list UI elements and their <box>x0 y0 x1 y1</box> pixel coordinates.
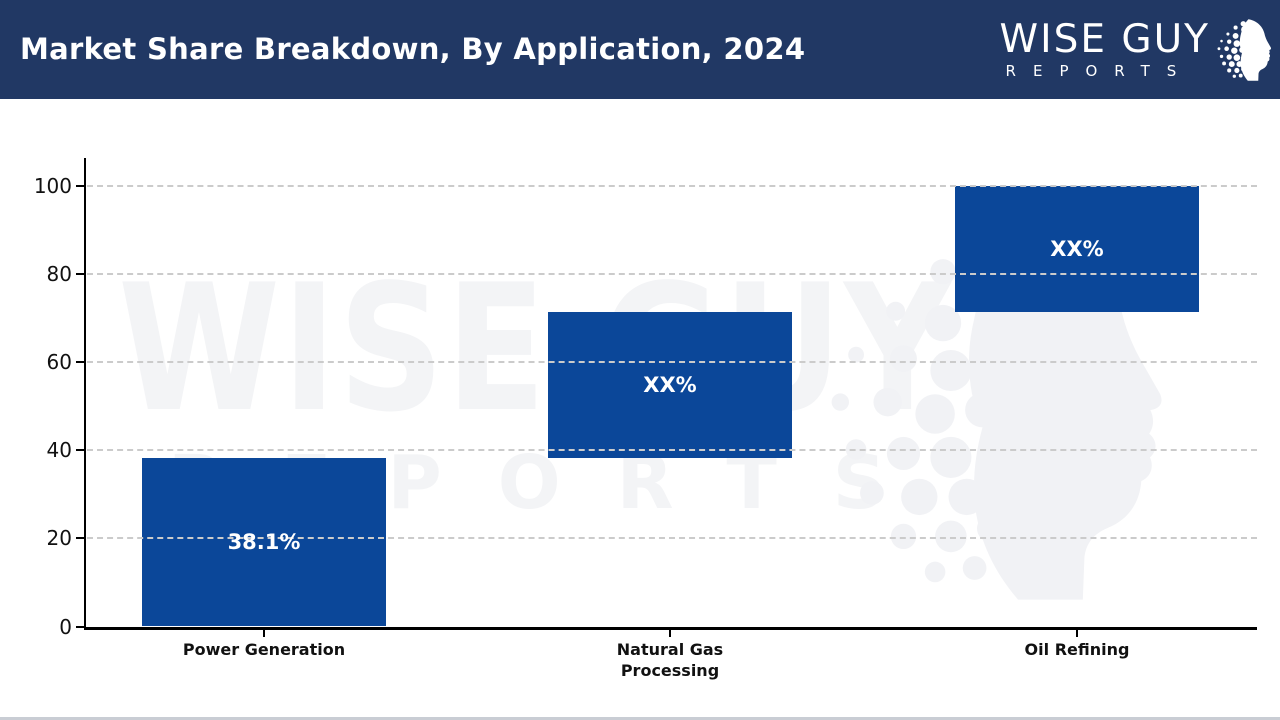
bar-segment <box>548 312 792 459</box>
y-axis-tick-mark <box>76 625 84 628</box>
bar-value-label: XX% <box>1050 236 1104 261</box>
x-category-label-line: Natural Gas <box>616 640 724 659</box>
watermark-wordmark: WISE GUY <box>118 248 953 451</box>
y-axis-tick-mark <box>76 272 84 275</box>
y-axis-tick-mark <box>76 537 84 540</box>
header-bar: Market Share Breakdown, By Application, … <box>0 0 1280 99</box>
logo-wordmark-block: WISE GUY REPORTS <box>999 16 1210 81</box>
x-category-label-line: Power Generation <box>182 640 346 659</box>
x-category-label: Power Generation <box>134 639 394 660</box>
logo-wordmark: WISE GUY <box>999 16 1210 62</box>
y-axis-tick-mark <box>76 360 84 363</box>
y-axis-tick-label: 40 <box>46 438 72 463</box>
y-axis-line <box>84 158 86 630</box>
x-category-label-line: Oil Refining <box>1024 640 1130 659</box>
logo-face-icon <box>1217 19 1272 81</box>
gridline-y60 <box>87 360 1257 363</box>
gridline-y40 <box>87 449 1257 452</box>
bar-segment <box>955 185 1199 313</box>
x-category-label: Natural Gas Processing <box>540 639 800 681</box>
x-category-label: Oil Refining <box>947 639 1207 660</box>
wiseguy-logo: WISE GUY REPORTS <box>1000 4 1274 96</box>
x-category-label-line: Processing <box>620 661 720 680</box>
x-axis-line <box>84 626 1257 630</box>
y-axis-tick-label: 20 <box>46 526 72 551</box>
y-axis-tick-mark <box>76 184 84 187</box>
gridline-y100 <box>87 184 1257 187</box>
y-axis-tick-label: 80 <box>46 261 72 286</box>
x-axis-tick-mark <box>669 629 671 637</box>
y-axis-tick-label: 100 <box>33 173 72 198</box>
y-axis-tick-label: 0 <box>59 614 72 639</box>
chart-title: Market Share Breakdown, By Application, … <box>20 32 806 66</box>
footer-line <box>0 717 1280 720</box>
bar-value-label: 38.1% <box>227 530 301 555</box>
logo-subtext: REPORTS <box>1005 62 1194 81</box>
x-axis-tick-mark <box>1076 629 1078 637</box>
bar-value-label: XX% <box>643 373 697 398</box>
y-axis-tick-label: 60 <box>46 349 72 374</box>
bar-segment <box>142 458 386 627</box>
gridline-y20 <box>87 537 1257 540</box>
y-axis-tick-mark <box>76 449 84 452</box>
x-axis-tick-mark <box>263 629 265 637</box>
gridline-y80 <box>87 272 1257 275</box>
